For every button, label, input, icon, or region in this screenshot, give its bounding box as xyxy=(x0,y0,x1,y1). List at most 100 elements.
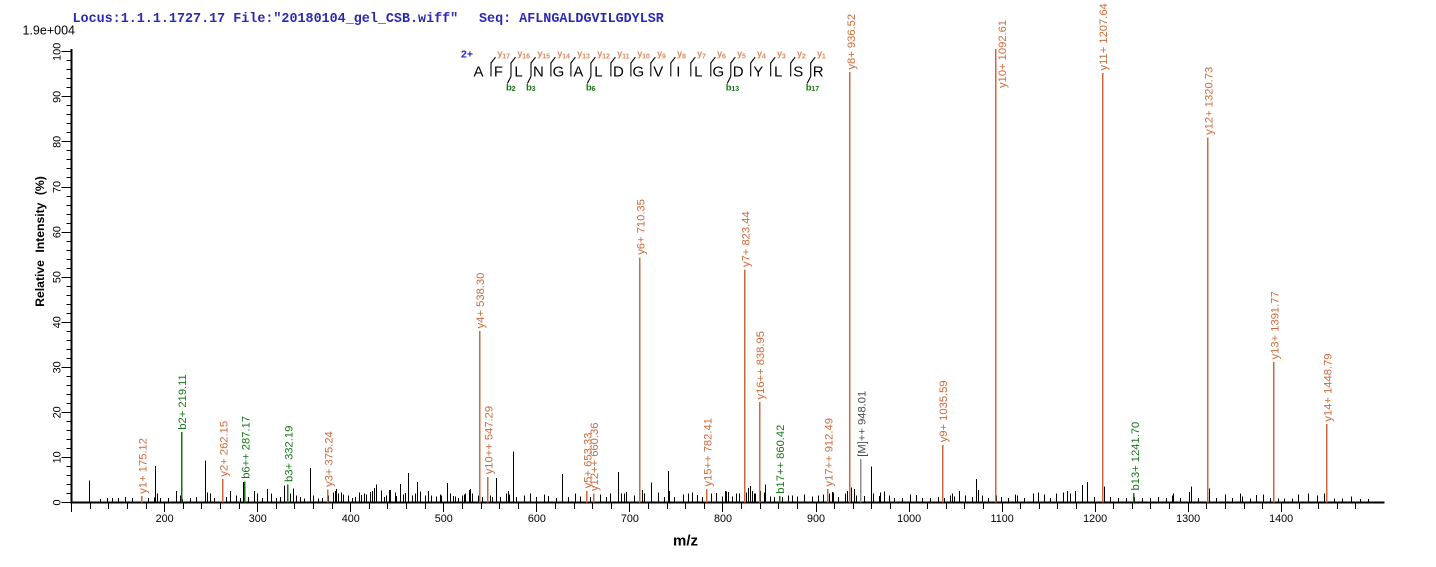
svg-text:13: 13 xyxy=(731,86,739,93)
svg-text:6: 6 xyxy=(722,54,726,61)
svg-text:1200: 1200 xyxy=(1083,513,1107,525)
svg-text:16: 16 xyxy=(522,54,530,61)
svg-text:R: R xyxy=(813,64,824,81)
svg-text:0: 0 xyxy=(51,499,63,505)
svg-text:y7+ 823.44: y7+ 823.44 xyxy=(741,211,753,267)
svg-text:y16++ 838.95: y16++ 838.95 xyxy=(755,331,767,399)
svg-text:y15++ 782.41: y15++ 782.41 xyxy=(702,418,714,486)
svg-text:y12++ 660.36: y12++ 660.36 xyxy=(589,423,601,491)
svg-text:F: F xyxy=(494,64,503,81)
svg-text:b: b xyxy=(506,82,512,93)
svg-text:90: 90 xyxy=(51,91,63,103)
svg-text:y: y xyxy=(517,48,523,59)
svg-text:1100: 1100 xyxy=(990,513,1013,525)
svg-text:y: y xyxy=(697,48,703,59)
svg-text:b: b xyxy=(806,82,812,93)
svg-text:8: 8 xyxy=(682,54,686,61)
svg-text:y: y xyxy=(577,48,583,59)
svg-text:9: 9 xyxy=(662,54,666,61)
svg-text:10: 10 xyxy=(51,451,63,463)
svg-text:y1+ 175.12: y1+ 175.12 xyxy=(137,438,149,494)
svg-text:y13+ 1391.77: y13+ 1391.77 xyxy=(1269,291,1281,359)
svg-text:10: 10 xyxy=(642,54,650,61)
svg-text:80: 80 xyxy=(51,136,63,148)
svg-text:y5+ 653.33: y5+ 653.33 xyxy=(582,433,594,489)
svg-text:600: 600 xyxy=(528,513,546,525)
svg-text:800: 800 xyxy=(714,513,732,525)
svg-text:y10++ 547.29: y10++ 547.29 xyxy=(484,406,496,474)
svg-text:y: y xyxy=(677,48,683,59)
svg-text:14: 14 xyxy=(562,54,570,61)
svg-text:Y: Y xyxy=(753,64,763,81)
svg-text:y: y xyxy=(597,48,603,59)
svg-text:L: L xyxy=(514,64,522,81)
svg-text:y11+ 1207.64: y11+ 1207.64 xyxy=(1098,3,1110,70)
svg-text:A: A xyxy=(473,64,483,81)
svg-text:y: y xyxy=(797,48,803,59)
svg-text:4: 4 xyxy=(762,54,766,61)
svg-text:60: 60 xyxy=(51,226,63,238)
svg-text:3: 3 xyxy=(782,54,786,61)
svg-text:11: 11 xyxy=(622,54,630,61)
svg-text:V: V xyxy=(653,64,663,81)
svg-text:40: 40 xyxy=(51,316,63,328)
svg-text:b17++ 860.42: b17++ 860.42 xyxy=(775,425,787,494)
svg-text:2+: 2+ xyxy=(461,49,473,61)
svg-text:1400: 1400 xyxy=(1269,513,1293,525)
svg-text:15: 15 xyxy=(542,54,550,61)
svg-text:2: 2 xyxy=(802,54,806,61)
svg-text:L: L xyxy=(774,64,782,81)
svg-text:y: y xyxy=(717,48,723,59)
svg-text:1: 1 xyxy=(822,54,826,61)
svg-text:y6+ 710.35: y6+ 710.35 xyxy=(635,199,647,255)
svg-text:I: I xyxy=(676,64,680,81)
svg-text:y: y xyxy=(537,48,543,59)
svg-text:30: 30 xyxy=(51,361,63,373)
svg-text:17: 17 xyxy=(502,54,510,61)
svg-text:y: y xyxy=(617,48,623,59)
svg-text:y4+ 538.30: y4+ 538.30 xyxy=(475,273,487,329)
svg-text:20: 20 xyxy=(51,406,63,418)
svg-text:y10+ 1092.61: y10+ 1092.61 xyxy=(997,20,1009,88)
svg-text:Seq: AFLNGALDGVILGDYLSR: Seq: AFLNGALDGVILGDYLSR xyxy=(479,12,665,27)
svg-text:700: 700 xyxy=(621,513,639,525)
svg-text:70: 70 xyxy=(51,181,63,193)
svg-text:y: y xyxy=(497,48,503,59)
svg-text:5: 5 xyxy=(742,54,746,61)
svg-text:N: N xyxy=(533,64,544,81)
svg-text:50: 50 xyxy=(51,271,63,283)
svg-text:y: y xyxy=(757,48,763,59)
svg-text:b: b xyxy=(726,82,732,93)
svg-text:1000: 1000 xyxy=(897,513,921,525)
svg-text:400: 400 xyxy=(342,513,360,525)
svg-text:3: 3 xyxy=(532,86,536,93)
svg-text:Locus:1.1.1.1727.17 File:"2018: Locus:1.1.1.1727.17 File:"20180104_gel_C… xyxy=(73,12,459,27)
svg-text:y12+ 1320.73: y12+ 1320.73 xyxy=(1203,67,1215,135)
svg-text:12: 12 xyxy=(602,54,610,61)
svg-text:D: D xyxy=(613,64,624,81)
svg-text:y: y xyxy=(817,48,823,59)
svg-text:b2+ 219.11: b2+ 219.11 xyxy=(177,374,189,429)
svg-text:900: 900 xyxy=(807,513,825,525)
svg-text:y: y xyxy=(557,48,563,59)
svg-text:y: y xyxy=(777,48,783,59)
svg-text:y17++ 912.49: y17++ 912.49 xyxy=(823,418,835,486)
svg-text:y14+ 1448.79: y14+ 1448.79 xyxy=(1322,353,1334,421)
svg-text:Relative Intensity (%): Relative Intensity (%) xyxy=(33,176,47,307)
svg-text:y: y xyxy=(737,48,743,59)
svg-text:A: A xyxy=(573,64,583,81)
svg-text:b6++ 287.17: b6++ 287.17 xyxy=(240,416,252,479)
svg-text:y: y xyxy=(637,48,643,59)
svg-text:L: L xyxy=(694,64,702,81)
svg-text:m/z: m/z xyxy=(673,533,698,550)
svg-text:100: 100 xyxy=(51,43,63,61)
svg-text:y: y xyxy=(657,48,663,59)
svg-text:b13+ 1241.70: b13+ 1241.70 xyxy=(1130,422,1142,491)
svg-text:2: 2 xyxy=(512,86,516,93)
svg-text:S: S xyxy=(793,64,803,81)
svg-text:b: b xyxy=(586,82,592,93)
svg-text:y2+ 262.15: y2+ 262.15 xyxy=(218,421,230,477)
svg-text:L: L xyxy=(594,64,602,81)
svg-text:13: 13 xyxy=(582,54,590,61)
svg-text:[M]++ 948.01: [M]++ 948.01 xyxy=(857,391,869,457)
